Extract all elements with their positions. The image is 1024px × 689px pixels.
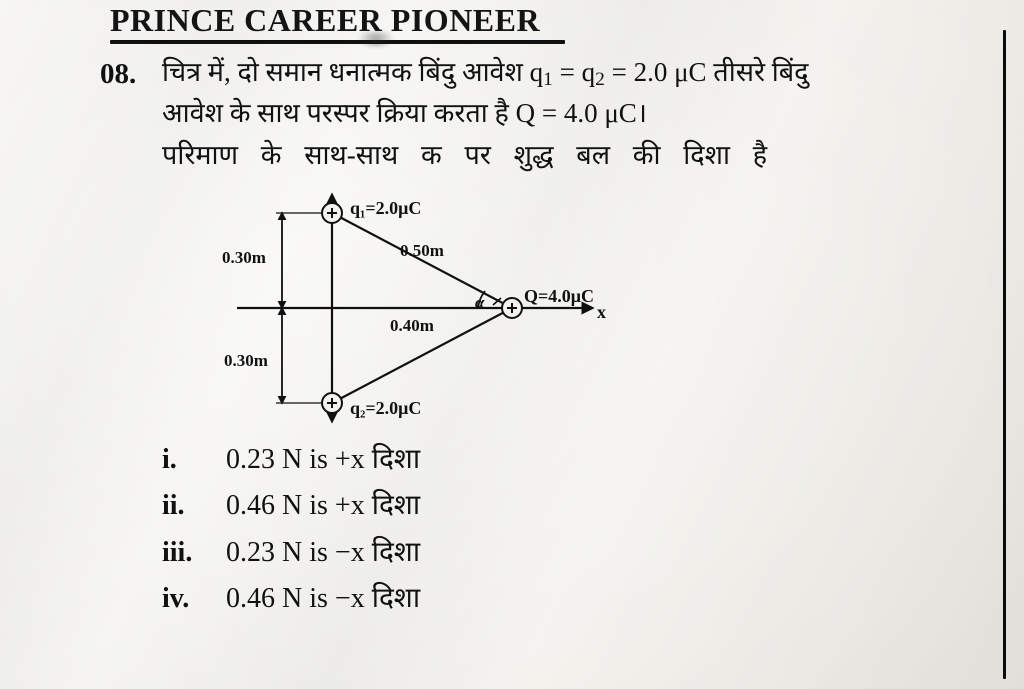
option-i-marker: i. [162, 437, 226, 483]
q-sub1: 1 [543, 69, 553, 90]
page: PRINCE CAREER PIONEER 08. चित्र में, दो … [0, 0, 1024, 689]
label-alpha: α [475, 290, 484, 316]
question-line-2: आवेश के साथ परस्पर क्रिया करता है Q = 4.… [162, 93, 964, 135]
q-line1-c: = 2.0 μC तीसरे बिंदु [605, 57, 809, 87]
question-block: 08. चित्र में, दो समान धनात्मक बिंदु आवे… [100, 52, 1004, 438]
question-text: चित्र में, दो समान धनात्मक बिंदु आवेश q1… [162, 52, 1004, 438]
option-ii-text: 0.46 N is +x दिशा [226, 483, 420, 529]
question-line-3: परिमाण के साथ-साथ क पर शुद्ध बल की दिशा … [162, 135, 964, 177]
option-i: i. 0.23 N is +x दिशा [162, 437, 1004, 483]
option-iv-marker: iv. [162, 576, 226, 622]
option-iii-marker: iii. [162, 530, 226, 576]
label-q1: q₁=2.0μC [350, 195, 421, 223]
option-iv-text: 0.46 N is −x दिशा [226, 576, 420, 622]
options-list: i. 0.23 N is +x दिशा ii. 0.46 N is +x दि… [162, 437, 1004, 622]
print-smudge [355, 32, 397, 46]
q-line1-b: = q [553, 57, 595, 87]
label-x: x [597, 299, 606, 327]
option-iv: iv. 0.46 N is −x दिशा [162, 576, 1004, 622]
option-iii-text: 0.23 N is −x दिशा [226, 530, 420, 576]
option-ii: ii. 0.46 N is +x दिशा [162, 483, 1004, 529]
label-d-top: 0.30m [222, 245, 266, 271]
option-i-text: 0.23 N is +x दिशा [226, 437, 420, 483]
question-line-1: चित्र में, दो समान धनात्मक बिंदु आवेश q1… [162, 52, 964, 94]
label-base: 0.40m [390, 313, 434, 339]
label-Q: Q=4.0μC [524, 283, 594, 311]
header: PRINCE CAREER PIONEER [110, 4, 1004, 44]
label-q2: q₂=2.0μC [350, 395, 421, 423]
diagram: q₁=2.0μC q₂=2.0μC Q=4.0μC x 0.50m 0.40m … [192, 183, 612, 433]
label-hyp: 0.50m [400, 238, 444, 264]
q-line1-a: चित्र में, दो समान धनात्मक बिंदु आवेश q [162, 57, 543, 87]
right-margin-rule [1003, 30, 1006, 679]
book-title: PRINCE CAREER PIONEER [110, 4, 540, 38]
q-sub2: 2 [595, 69, 605, 90]
header-underline [110, 40, 565, 44]
option-ii-marker: ii. [162, 483, 226, 529]
option-iii: iii. 0.23 N is −x दिशा [162, 530, 1004, 576]
question-number: 08. [100, 52, 162, 97]
label-d-bottom: 0.30m [224, 348, 268, 374]
